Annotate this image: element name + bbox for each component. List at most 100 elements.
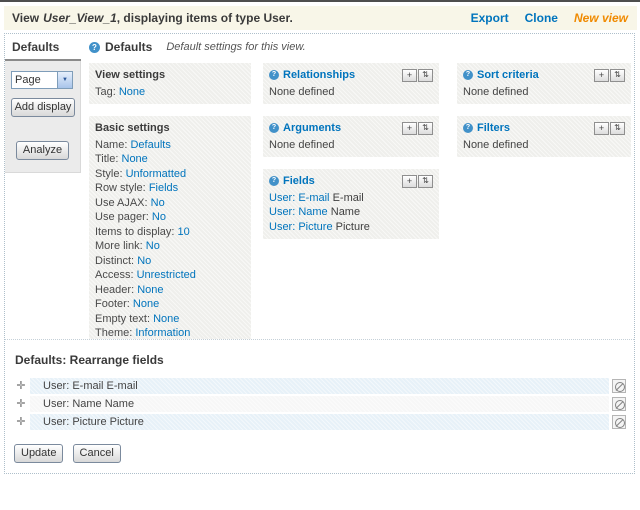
setting-label: Title: [95, 153, 119, 165]
setting-label: Distinct: [95, 254, 135, 267]
rearrange-row: ✛ User: E-mail E-mail [13, 378, 626, 394]
remove-icon[interactable] [612, 397, 626, 411]
help-icon[interactable]: ? [463, 123, 473, 134]
update-button[interactable]: Update [14, 444, 64, 463]
setting-row: Title: None [95, 152, 245, 167]
setting-value-link[interactable]: Unrestricted [136, 269, 196, 281]
rearrange-icon[interactable]: ⇅ [418, 121, 433, 135]
clone-link[interactable]: Clone [524, 11, 558, 25]
setting-row: Use pager: No [95, 210, 245, 225]
rearrange-icon[interactable]: ⇅ [418, 68, 433, 82]
setting-value-link[interactable]: No [150, 196, 165, 209]
relationships-header: ? Relationships + ⇅ [269, 68, 433, 83]
setting-label: Footer: [95, 298, 130, 310]
display-header: ? Defaults Default settings for this vie… [89, 40, 631, 54]
export-link[interactable]: Export [470, 11, 509, 25]
view-title-bar: View User_View_1, displaying items of typ… [4, 6, 637, 30]
rearrange-row: ✛ User: Picture Picture [13, 414, 626, 430]
rearrange-rows: ✛ User: E-mail E-mail ✛ User: Name Name … [13, 378, 626, 430]
setting-row: Items to display: 10 [95, 225, 245, 240]
field-link[interactable]: User: E-mail [269, 191, 330, 204]
display-settings-panel: ? Defaults Default settings for this vie… [81, 34, 634, 339]
display-type-select[interactable]: Page ▼ [11, 71, 73, 89]
drag-handle-icon[interactable]: ✛ [16, 397, 26, 410]
help-icon[interactable]: ? [269, 70, 279, 81]
rearrange-row-label: User: Name Name [30, 396, 609, 412]
view-settings-header: View settings [95, 68, 245, 83]
settings-columns: View settings Tag: None Basic settings [89, 63, 631, 339]
setting-value-link[interactable]: Information [135, 327, 191, 339]
view-settings-title: View settings [95, 69, 166, 81]
form-buttons: Update Cancel [13, 444, 626, 463]
basic-settings-box: Basic settings Name: Defaults [89, 116, 251, 339]
setting-value-link[interactable]: None [153, 312, 180, 325]
setting-row: Access: Unrestricted [95, 268, 245, 283]
views-display-area: Defaults Page ▼ Add display Analyze ? De… [5, 34, 634, 340]
drag-handle-icon[interactable]: ✛ [16, 415, 26, 428]
setting-value-link[interactable]: None [118, 85, 146, 98]
setting-value-link[interactable]: None [132, 298, 160, 310]
setting-value-link[interactable]: No [151, 211, 166, 223]
add-icon[interactable]: + [402, 121, 417, 135]
settings-column-3: ? Sort criteria + ⇅ None defined ? [457, 63, 631, 339]
rearrange-icon[interactable]: ⇅ [418, 174, 433, 188]
add-icon[interactable]: + [594, 121, 609, 135]
fields-rows: User: E-mail E-mail User: Name Name [269, 191, 433, 235]
views-ui-container: Defaults Page ▼ Add display Analyze ? De… [4, 33, 635, 474]
rearrange-row-label: User: E-mail E-mail [30, 378, 609, 394]
setting-label: Access: [95, 269, 134, 281]
filters-title-link[interactable]: Filters [477, 122, 511, 134]
help-icon[interactable]: ? [89, 41, 100, 53]
fields-title-link[interactable]: Fields [283, 175, 315, 187]
help-icon[interactable]: ? [269, 123, 279, 134]
rearrange-icon[interactable]: ⇅ [610, 121, 625, 135]
relationships-title-link[interactable]: Relationships [283, 69, 356, 81]
view-action-links: Export Clone New view [471, 11, 628, 25]
sort-criteria-title-link[interactable]: Sort criteria [477, 69, 539, 81]
field-link[interactable]: User: Name [269, 206, 328, 218]
setting-label: Style: [95, 167, 123, 180]
add-icon[interactable]: + [402, 68, 417, 82]
rearrange-icon[interactable]: ⇅ [610, 68, 625, 82]
setting-label: More link: [95, 240, 143, 252]
setting-row: Distinct: No [95, 254, 245, 269]
settings-column-1: View settings Tag: None Basic settings [89, 63, 251, 339]
relationships-box: ? Relationships + ⇅ None defined [263, 63, 439, 104]
setting-row: Style: Unformatted [95, 167, 245, 182]
field-link[interactable]: User: Picture [269, 220, 333, 233]
tab-defaults[interactable]: Defaults [5, 34, 81, 61]
help-icon[interactable]: ? [269, 176, 279, 187]
field-row: User: Picture Picture [269, 220, 433, 235]
setting-label: Name: [95, 138, 128, 151]
setting-value-link[interactable]: None [137, 283, 164, 296]
setting-value-link[interactable]: No [145, 240, 160, 252]
arguments-title-link[interactable]: Arguments [283, 122, 342, 134]
setting-label: Tag: [95, 85, 116, 98]
setting-value-link[interactable]: Fields [148, 182, 179, 194]
fields-box: ? Fields + ⇅ User: E-mail [263, 169, 439, 239]
sort-criteria-box: ? Sort criteria + ⇅ None defined [457, 63, 631, 104]
cancel-button[interactable]: Cancel [72, 444, 121, 463]
setting-row: Empty text: None [95, 312, 245, 327]
setting-row-tag: Tag: None [95, 85, 245, 100]
setting-value-link[interactable]: 10 [177, 225, 190, 238]
new-view-link[interactable]: New view [573, 11, 628, 25]
view-name: User_View_1 [43, 11, 117, 25]
remove-icon[interactable] [612, 379, 626, 393]
add-display-button[interactable]: Add display [11, 98, 75, 117]
help-icon[interactable]: ? [463, 70, 473, 81]
setting-value-link[interactable]: Defaults [130, 138, 171, 151]
add-icon[interactable]: + [402, 174, 417, 188]
setting-value-link[interactable]: Unformatted [125, 167, 187, 180]
setting-value-link[interactable]: No [137, 254, 152, 267]
filters-header: ? Filters + ⇅ [463, 121, 625, 136]
chevron-down-icon: ▼ [57, 72, 72, 88]
filters-controls: + ⇅ [594, 121, 625, 135]
remove-icon[interactable] [612, 415, 626, 429]
display-title: Defaults [105, 40, 153, 54]
setting-row: Use AJAX: No [95, 196, 245, 211]
analyze-button[interactable]: Analyze [15, 141, 70, 160]
drag-handle-icon[interactable]: ✛ [16, 379, 26, 392]
setting-value-link[interactable]: None [121, 153, 148, 165]
add-icon[interactable]: + [594, 68, 609, 82]
